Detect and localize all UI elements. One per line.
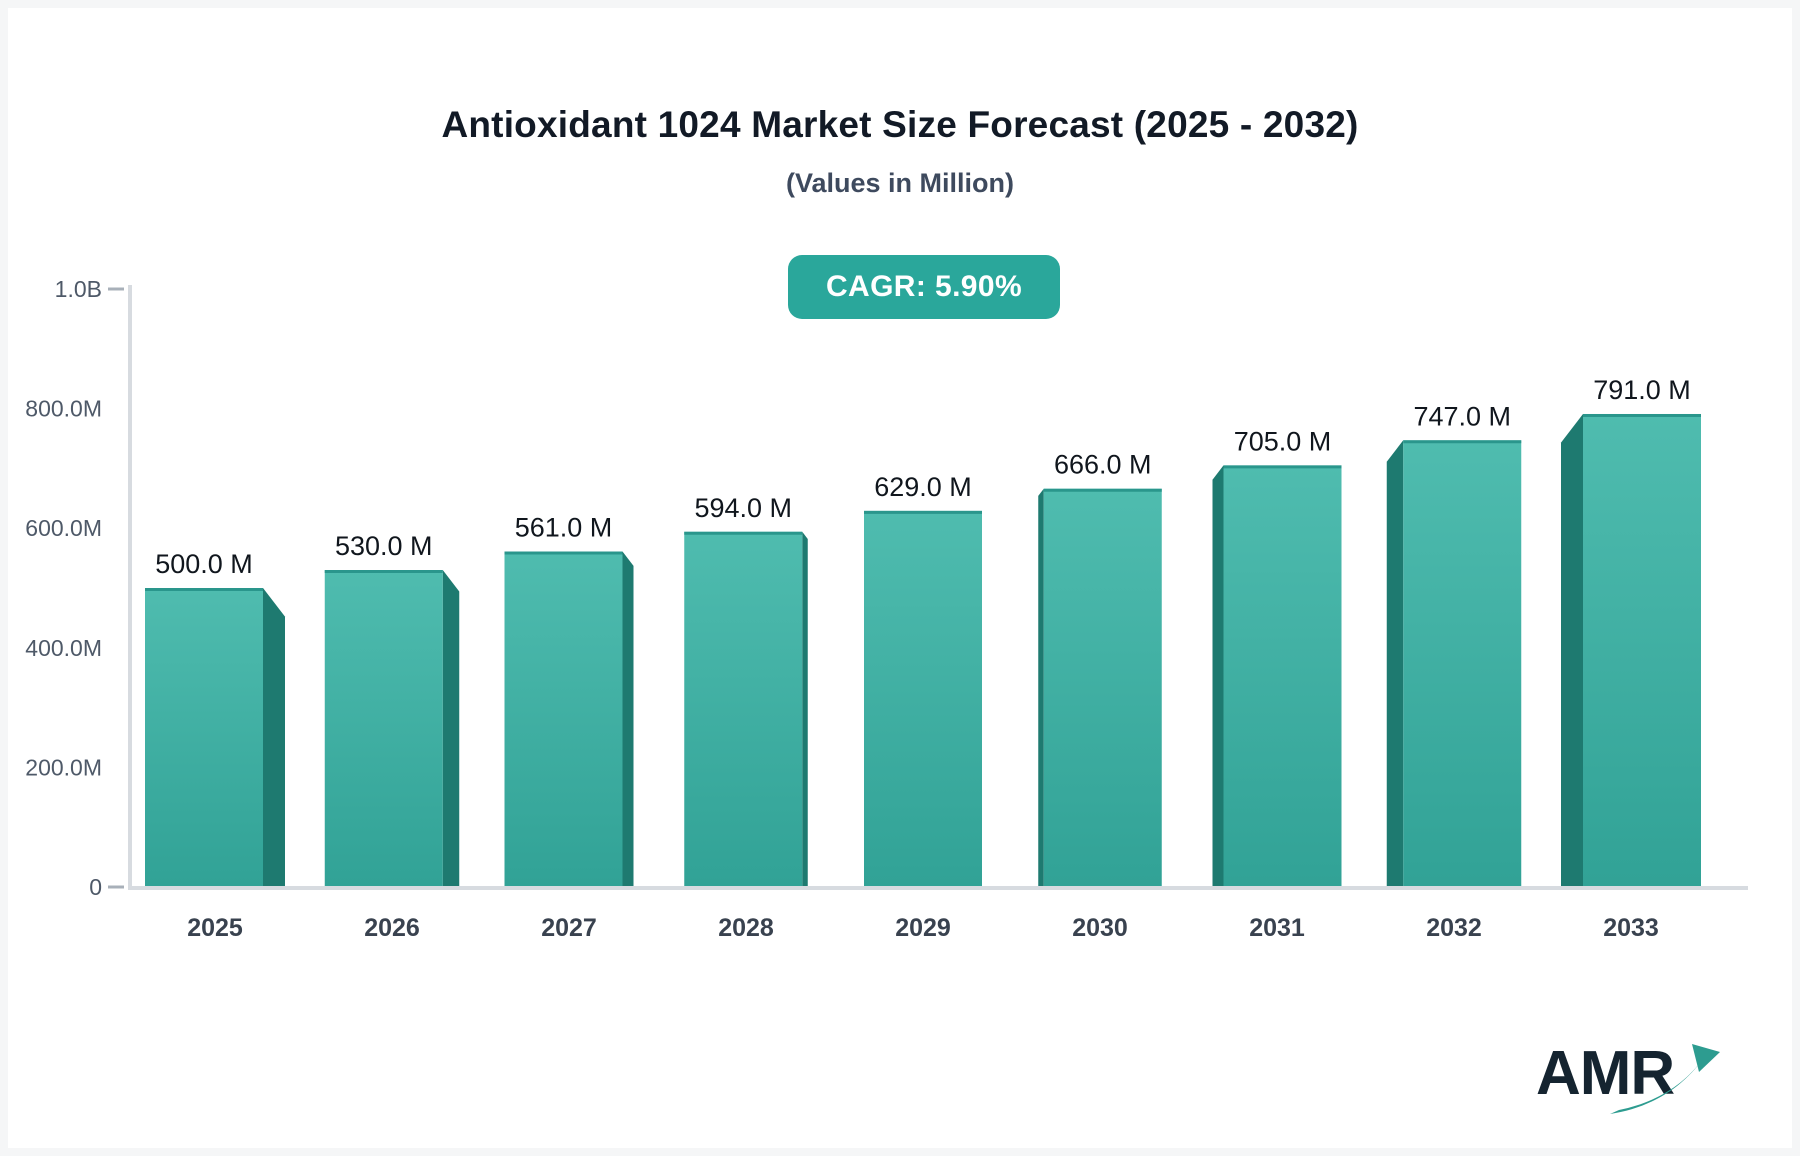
bar-2027[interactable]: 561.0 M (504, 513, 634, 887)
amr-logo: AMR (1530, 1030, 1730, 1130)
x-axis-label: 2026 (364, 914, 420, 942)
bar-value-label: 705.0 M (1234, 426, 1332, 456)
bar-value-label: 530.0 M (335, 531, 433, 561)
bar-side-face (263, 588, 285, 887)
bar-front-face (864, 510, 982, 887)
bar-value-label: 791.0 M (1593, 375, 1691, 405)
x-axis-label: 2028 (718, 914, 774, 942)
y-axis-label: 600.0M (25, 515, 102, 541)
amr-logo-text: AMR (1536, 1039, 1675, 1108)
bar-value-label: 500.0 M (155, 549, 253, 579)
bar-front-face (1583, 413, 1701, 887)
bar-front-face (1223, 465, 1342, 887)
chart-card: Antioxidant 1024 Market Size Forecast (2… (8, 8, 1792, 1148)
y-axis-label: 1.0B (55, 276, 102, 302)
bar-2026[interactable]: 530.0 M (324, 531, 460, 887)
bar-side-face (1212, 465, 1224, 887)
y-axis-label: 0 (89, 874, 102, 900)
bar-side-face (1386, 440, 1404, 887)
bar-side-face (1038, 488, 1044, 887)
bar-2033[interactable]: 791.0 M (1561, 375, 1701, 887)
growth-arrow-icon (1610, 1044, 1720, 1114)
y-axis-label: 200.0M (25, 754, 102, 780)
bar-front-face (1043, 488, 1162, 887)
bar-side-face (442, 570, 460, 887)
bar-2028[interactable]: 594.0 M (684, 493, 808, 887)
x-axis-label: 2029 (895, 914, 951, 942)
x-axis-label: 2030 (1072, 914, 1128, 942)
y-axis-label: 800.0M (25, 396, 102, 422)
cagr-badge: CAGR: 5.90% (788, 255, 1060, 319)
x-axis-label: 2027 (541, 914, 597, 942)
bar-2032[interactable]: 747.0 M (1386, 401, 1522, 887)
bar-2030[interactable]: 666.0 M (1038, 450, 1162, 887)
chart-title: Antioxidant 1024 Market Size Forecast (2… (441, 104, 1359, 145)
x-axis-label: 2025 (187, 914, 243, 942)
x-axis-label: 2033 (1603, 914, 1659, 942)
bar-2029[interactable]: 629.0 M (864, 472, 982, 887)
bar-front-face (684, 531, 803, 887)
x-axis-label: 2031 (1249, 914, 1305, 942)
bar-front-face (145, 588, 263, 887)
bar-2025[interactable]: 500.0 M (145, 549, 285, 887)
bar-side-face (1561, 413, 1583, 887)
bar-front-face (324, 570, 443, 887)
bar-value-label: 594.0 M (694, 493, 792, 523)
bar-front-face (1403, 440, 1522, 887)
bar-value-label: 666.0 M (1054, 450, 1152, 480)
bar-value-label: 747.0 M (1413, 401, 1511, 431)
bar-value-label: 561.0 M (515, 513, 613, 543)
y-axis-label: 400.0M (25, 635, 102, 661)
bar-value-label: 629.0 M (874, 472, 972, 502)
bar-side-face (802, 531, 808, 887)
bar-front-face (504, 551, 623, 887)
bar-2031[interactable]: 705.0 M (1212, 426, 1342, 887)
chart-subtitle: (Values in Million) (785, 168, 1015, 198)
bar-chart: 0 200.0M 400.0M 600.0M 800.0M 1.0B 500.0 M 2025… (25, 276, 1748, 942)
x-axis-label: 2032 (1426, 914, 1482, 942)
bar-side-face (622, 551, 634, 887)
